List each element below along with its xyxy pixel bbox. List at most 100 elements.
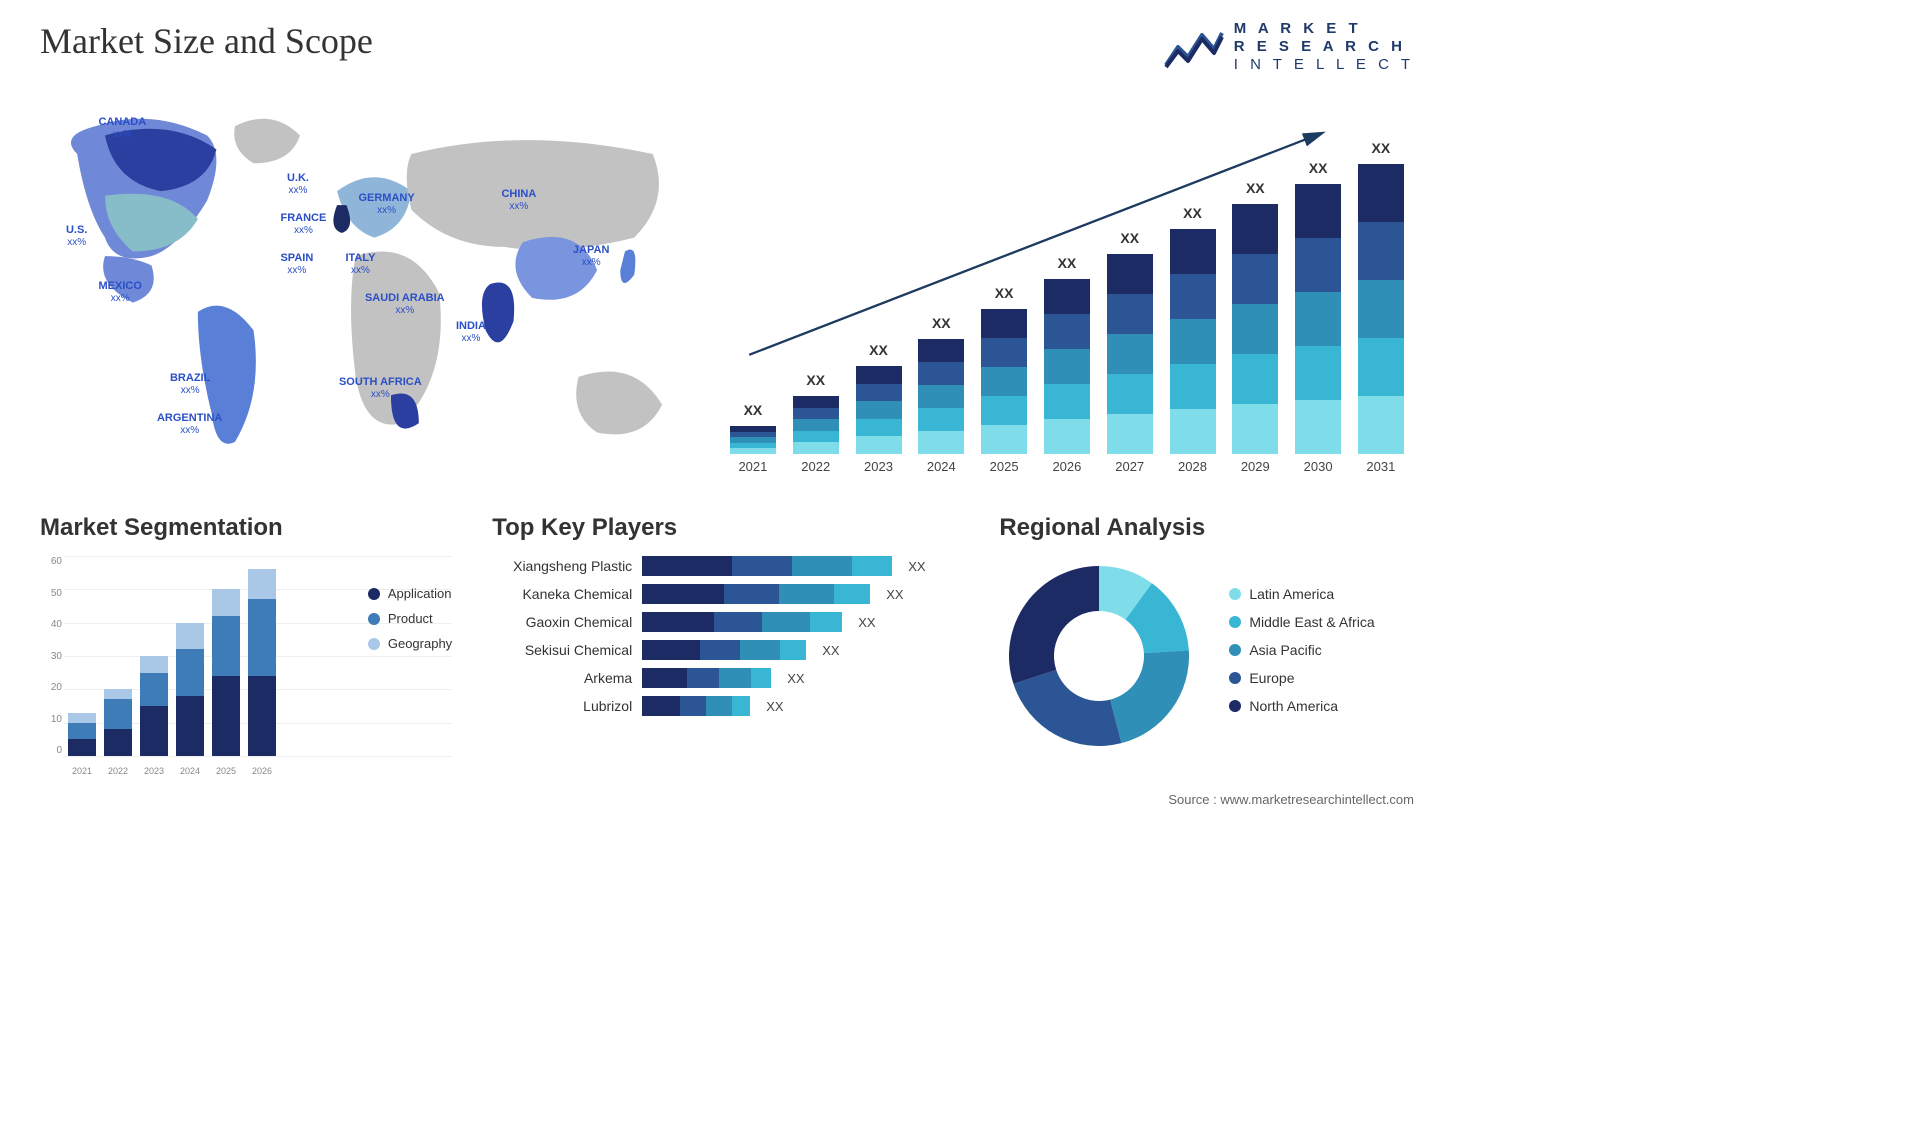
map-label-u-k-: U.K.xx%	[287, 172, 309, 197]
seg-year-label: 2021	[68, 766, 96, 776]
player-name: Sekisui Chemical	[492, 642, 632, 658]
growth-year-label: 2029	[1232, 459, 1278, 474]
growth-year-label: 2027	[1107, 459, 1153, 474]
seg-legend-item: Product	[368, 611, 452, 626]
growth-bar-2028: XX	[1170, 229, 1216, 454]
seg-ytick: 20	[40, 682, 62, 693]
seg-bar-2024	[176, 623, 204, 756]
seg-bar-2023	[140, 656, 168, 756]
growth-value-label: XX	[1295, 160, 1341, 176]
map-label-italy: ITALYxx%	[345, 252, 375, 277]
logo-text-3: I N T E L L E C T	[1234, 56, 1414, 74]
player-bar	[642, 640, 806, 660]
players-panel: Top Key Players Xiangsheng PlasticXXKane…	[492, 514, 959, 776]
world-map-panel: CANADAxx%U.S.xx%MEXICOxx%BRAZILxx%ARGENT…	[40, 84, 690, 484]
map-label-japan: JAPANxx%	[573, 244, 609, 269]
player-value-label: XX	[886, 587, 903, 602]
map-label-india: INDIAxx%	[456, 320, 486, 345]
seg-ytick: 40	[40, 619, 62, 630]
map-label-south-africa: SOUTH AFRICAxx%	[339, 376, 422, 401]
player-row: Gaoxin Chemical XX	[492, 612, 959, 632]
growth-year-label: 2023	[856, 459, 902, 474]
map-label-saudi-arabia: SAUDI ARABIAxx%	[365, 292, 445, 317]
player-row: Arkema XX	[492, 668, 959, 688]
map-label-germany: GERMANYxx%	[358, 192, 414, 217]
player-bar	[642, 612, 842, 632]
seg-legend-item: Geography	[368, 636, 452, 651]
growth-value-label: XX	[1107, 230, 1153, 246]
seg-ytick: 10	[40, 714, 62, 725]
player-bar	[642, 696, 750, 716]
seg-legend-item: Application	[368, 586, 452, 601]
logo-mark-icon	[1164, 25, 1224, 69]
brand-logo: M A R K E T R E S E A R C H I N T E L L …	[1164, 20, 1414, 74]
map-label-china: CHINAxx%	[501, 188, 536, 213]
source-attribution: Source : www.marketresearchintellect.com	[40, 792, 1414, 807]
growth-year-label: 2028	[1170, 459, 1216, 474]
growth-bar-2031: XX	[1358, 164, 1404, 454]
seg-year-label: 2023	[140, 766, 168, 776]
seg-ytick: 0	[40, 745, 62, 756]
region-legend-item: Latin America	[1229, 586, 1374, 602]
player-name: Lubrizol	[492, 698, 632, 714]
growth-year-label: 2030	[1295, 459, 1341, 474]
growth-value-label: XX	[1232, 180, 1278, 196]
seg-bar-2021	[68, 713, 96, 756]
map-label-brazil: BRAZILxx%	[170, 372, 210, 397]
player-row: Lubrizol XX	[492, 696, 959, 716]
donut-slice-north-america	[1009, 566, 1099, 684]
player-value-label: XX	[787, 671, 804, 686]
growth-value-label: XX	[793, 372, 839, 388]
growth-value-label: XX	[1044, 255, 1090, 271]
map-label-argentina: ARGENTINAxx%	[157, 412, 222, 437]
donut-slice-asia-pacific	[1111, 650, 1190, 743]
growth-bar-2025: XX	[981, 309, 1027, 454]
growth-year-label: 2026	[1044, 459, 1090, 474]
growth-year-label: 2021	[730, 459, 776, 474]
map-label-mexico: MEXICOxx%	[98, 280, 141, 305]
map-label-france: FRANCExx%	[280, 212, 326, 237]
growth-value-label: XX	[856, 342, 902, 358]
player-name: Arkema	[492, 670, 632, 686]
growth-bar-2030: XX	[1295, 184, 1341, 454]
seg-ytick: 30	[40, 651, 62, 662]
seg-bar-2022	[104, 689, 132, 756]
players-title: Top Key Players	[492, 514, 959, 542]
seg-bar-2026	[248, 569, 276, 756]
growth-year-label: 2024	[918, 459, 964, 474]
growth-bar-2026: XX	[1044, 279, 1090, 454]
player-bar	[642, 584, 870, 604]
growth-bar-2024: XX	[918, 339, 964, 454]
seg-ytick: 60	[40, 556, 62, 567]
player-bar	[642, 668, 771, 688]
player-value-label: XX	[766, 699, 783, 714]
regional-donut-chart	[999, 556, 1199, 756]
growth-chart-panel: XXXXXXXXXXXXXXXXXXXXXX 20212022202320242…	[710, 84, 1414, 484]
player-name: Xiangsheng Plastic	[492, 558, 632, 574]
player-row: Sekisui ChemicalXX	[492, 640, 959, 660]
seg-year-label: 2022	[104, 766, 132, 776]
player-value-label: XX	[858, 615, 875, 630]
map-label-spain: SPAINxx%	[280, 252, 313, 277]
region-legend-item: Middle East & Africa	[1229, 614, 1374, 630]
growth-value-label: XX	[1170, 205, 1216, 221]
segmentation-panel: Market Segmentation 6050403020100 202120…	[40, 514, 452, 776]
player-row: Xiangsheng PlasticXX	[492, 556, 959, 576]
player-name: Kaneka Chemical	[492, 586, 632, 602]
region-legend-item: Europe	[1229, 670, 1374, 686]
logo-text-1: M A R K E T	[1234, 20, 1414, 38]
growth-value-label: XX	[730, 402, 776, 418]
growth-year-label: 2025	[981, 459, 1027, 474]
growth-bar-2023: XX	[856, 366, 902, 454]
player-name: Gaoxin Chemical	[492, 614, 632, 630]
regional-panel: Regional Analysis Latin America Middle Ea…	[999, 514, 1439, 776]
donut-slice-europe	[1014, 670, 1122, 746]
regional-title: Regional Analysis	[999, 514, 1439, 542]
seg-ytick: 50	[40, 588, 62, 599]
seg-year-label: 2025	[212, 766, 240, 776]
region-legend-item: North America	[1229, 698, 1374, 714]
growth-bar-2029: XX	[1232, 204, 1278, 454]
player-row: Kaneka Chemical XX	[492, 584, 959, 604]
growth-year-label: 2031	[1358, 459, 1404, 474]
logo-text-2: R E S E A R C H	[1234, 38, 1414, 56]
